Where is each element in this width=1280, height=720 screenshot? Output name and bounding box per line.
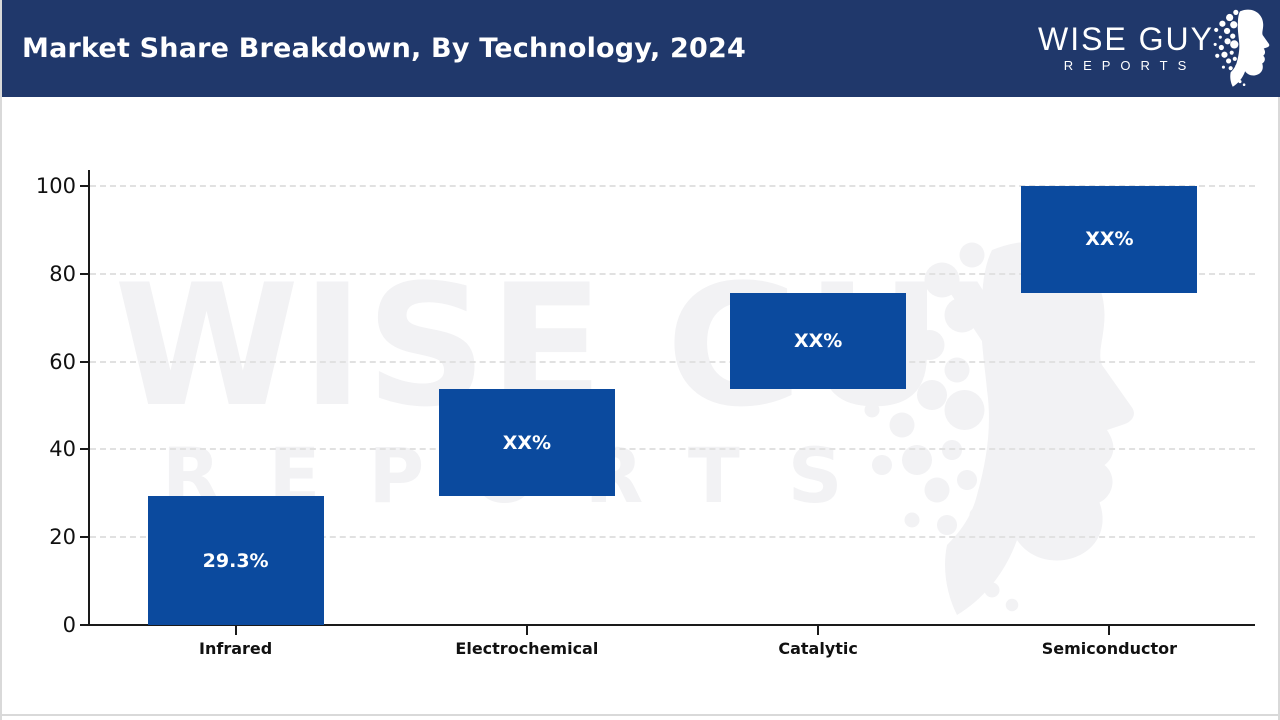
brand-logo-text: WISE GUY REPORTS — [1038, 23, 1214, 72]
bar-semiconductor: XX% — [1021, 186, 1198, 293]
y-axis-tick-80 — [80, 272, 90, 275]
y-axis-label-100: 100 — [35, 174, 76, 198]
bar-value-label: XX% — [502, 431, 552, 454]
page-bottom-border — [2, 714, 1280, 716]
x-axis-label-3: Semiconductor — [1041, 639, 1177, 658]
x-axis-tick-0 — [234, 626, 237, 635]
y-axis-label-60: 60 — [49, 349, 76, 374]
header-bar: Market Share Breakdown, By Technology, 2… — [2, 0, 1280, 97]
gridline-100 — [90, 185, 1255, 187]
y-axis-tick-20 — [80, 536, 90, 539]
x-axis-label-2: Catalytic — [778, 639, 858, 658]
y-axis-tick-0 — [80, 624, 90, 626]
x-axis-line — [88, 624, 1255, 626]
y-axis-tick-60 — [80, 360, 90, 363]
bar-value-label: XX% — [1085, 228, 1134, 251]
gridline-20 — [90, 536, 1255, 539]
y-axis-label-20: 20 — [49, 525, 76, 550]
gridline-80 — [90, 272, 1255, 275]
gridline-40 — [90, 448, 1255, 451]
x-axis-tick-2 — [817, 626, 820, 635]
x-axis-label-1: Electrochemical — [455, 639, 599, 658]
bar-value-label: 29.3% — [202, 549, 269, 572]
y-axis-tick-100 — [80, 185, 90, 187]
gridline-60 — [90, 360, 1255, 363]
page-title: Market Share Breakdown, By Technology, 2… — [22, 33, 747, 64]
bar-infrared: 29.3% — [147, 496, 324, 625]
brand-logo-subname: REPORTS — [1063, 58, 1197, 73]
x-axis-label-0: Infrared — [199, 639, 273, 658]
bar-value-label: XX% — [793, 329, 843, 352]
y-axis-line — [88, 170, 90, 626]
y-axis-label-40: 40 — [49, 437, 76, 462]
brand-logo-name: WISE GUY — [1037, 21, 1214, 57]
y-axis-label-0: 0 — [62, 613, 76, 637]
x-axis-tick-1 — [525, 626, 528, 635]
x-axis-tick-3 — [1108, 626, 1111, 635]
brand-logo: WISE GUY REPORTS — [1038, 6, 1272, 89]
brand-logo-head-icon — [1213, 9, 1270, 87]
bar-electrochemical: XX% — [438, 388, 615, 497]
y-axis-tick-40 — [80, 448, 90, 451]
y-axis-label-80: 80 — [49, 261, 76, 286]
bar-catalytic: XX% — [730, 292, 907, 389]
